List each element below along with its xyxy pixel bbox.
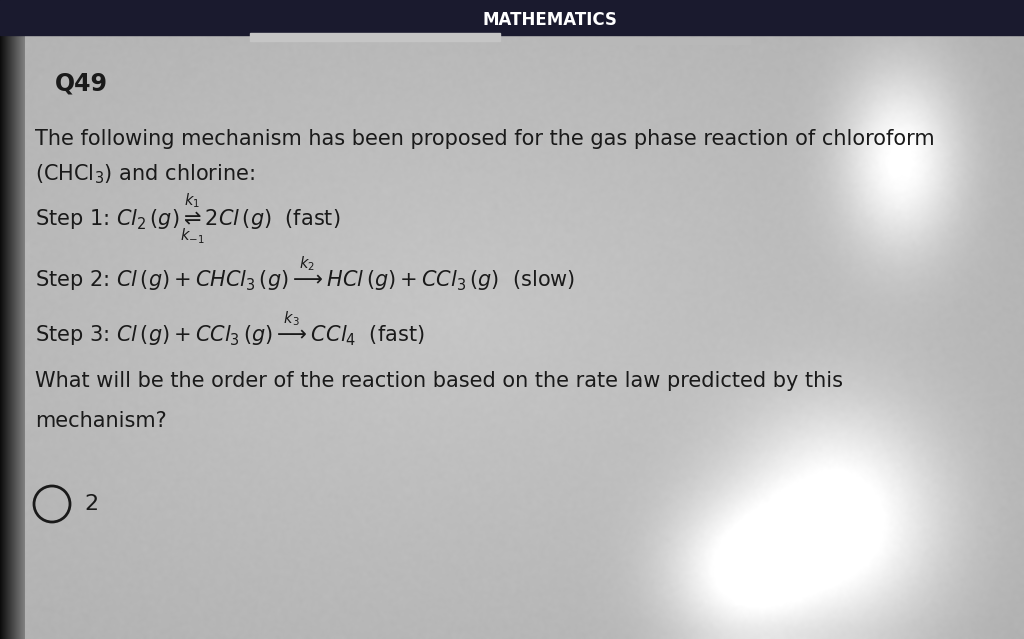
Text: Step 1: $Cl_2\,(g)\underset{k_{-1}}{\overset{k_1}{\rightleftharpoons}}2Cl\,(g)$ : Step 1: $Cl_2\,(g)\underset{k_{-1}}{\ove…: [35, 192, 341, 247]
Text: Step 2: $Cl\,(g) + CHCl_3\,(g)\overset{k_2}{\longrightarrow}HCl\,(g) + CCl_3\,(g: Step 2: $Cl\,(g) + CHCl_3\,(g)\overset{k…: [35, 254, 575, 293]
Bar: [550, 38, 750, 44]
Text: Step 3: $Cl\,(g) + CCl_3\,(g)\overset{k_3}{\longrightarrow}CCl_4$  (fast): Step 3: $Cl\,(g) + CCl_3\,(g)\overset{k_…: [35, 309, 425, 349]
Bar: [0, 0, 1024, 35]
Text: mechanism?: mechanism?: [35, 411, 167, 431]
Text: (CHCl$_3$) and chlorine:: (CHCl$_3$) and chlorine:: [35, 162, 255, 186]
Text: MATHEMATICS: MATHEMATICS: [482, 11, 617, 29]
Text: The following mechanism has been proposed for the gas phase reaction of chlorofo: The following mechanism has been propose…: [35, 129, 935, 149]
Text: What will be the order of the reaction based on the rate law predicted by this: What will be the order of the reaction b…: [35, 371, 843, 391]
Bar: [250, 33, 500, 41]
Text: Q49: Q49: [55, 72, 108, 96]
Text: 2: 2: [84, 494, 98, 514]
